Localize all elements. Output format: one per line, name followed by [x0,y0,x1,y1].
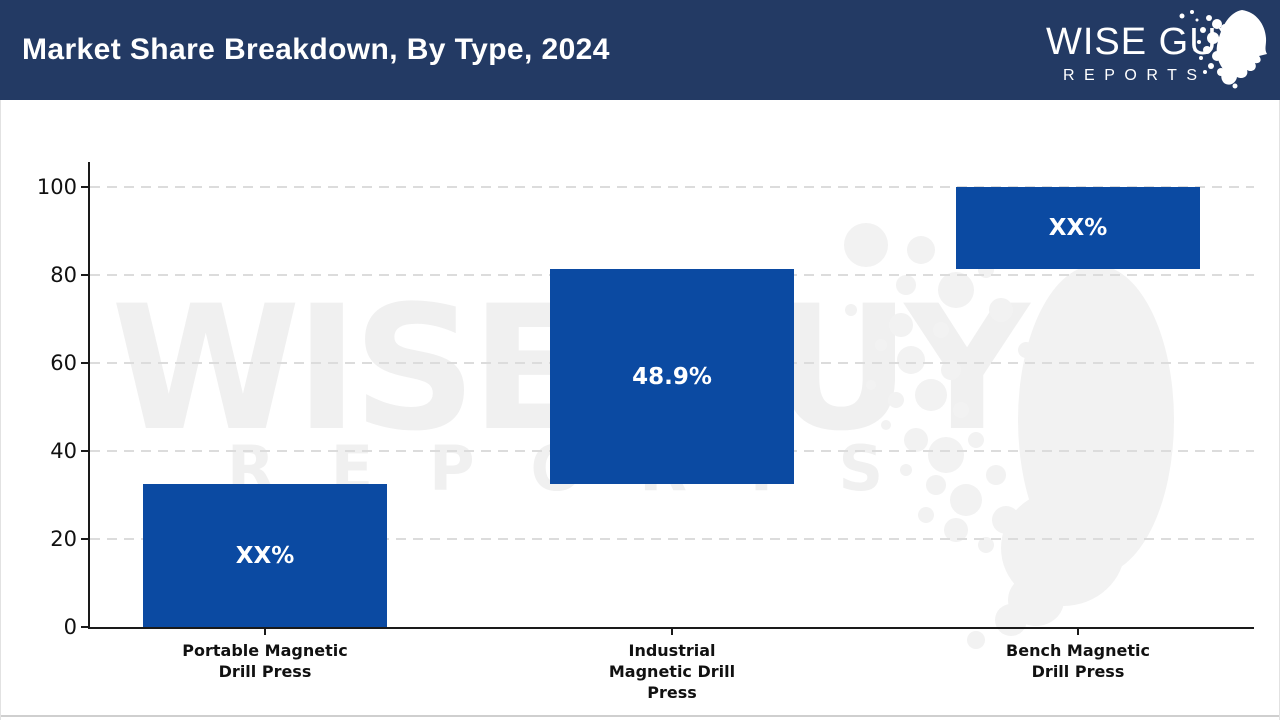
y-tick-label: 20 [50,527,77,551]
x-category-label-line: Drill Press [218,662,312,681]
x-category-label-line: Drill Press [1031,662,1125,681]
y-tick-label: 60 [50,351,77,375]
watermark-head-icon [844,223,1174,649]
x-category-label-line: Bench Magnetic [1006,641,1150,660]
bar-segment [143,484,387,627]
bar-value-label: XX% [235,542,295,569]
x-tick-mark [264,629,266,635]
y-tick-mark [81,362,88,364]
bar-segment [956,187,1200,270]
x-axis-line [88,627,1254,629]
x-tick-mark [1077,629,1079,635]
y-tick-label: 80 [50,263,77,287]
grid-line [90,186,1254,188]
waterfall-chart: WISE GUY REPORTS 020406080100XX%Portable… [1,100,1279,716]
y-tick-label: 40 [50,439,77,463]
plot-area: 0 20 40 60 80 100 XX% Portable Magnetic Drill Pr… [1,100,1279,716]
x-category-label-line: Portable Magnetic [182,641,348,660]
x-category-label-line: Magnetic Drill [608,662,736,681]
grid-line [90,538,1254,540]
x-tick-mark [671,629,673,635]
x-category-label-line: Industrial [628,641,716,660]
bottom-border [1,715,1279,717]
dotted-head-profile-icon [1179,10,1267,89]
page-title: Market Share Breakdown, By Type, 2024 [22,33,610,66]
y-tick-mark [81,274,88,276]
header-bar: Market Share Breakdown, By Type, 2024 WI… [0,0,1280,100]
x-category-label: Portable Magnetic Drill Press [95,640,435,682]
y-tick-mark [81,626,88,628]
bar-value-label: XX% [1048,215,1108,242]
wise-guy-reports-logo: WISE GUY REPORTS [1046,10,1267,89]
x-category-label: Bench Magnetic Drill Press [908,640,1248,682]
y-tick-mark [81,450,88,452]
x-category-label: Industrial Magnetic Drill Press [502,640,842,703]
bar-value-label: 48.9% [632,363,712,390]
logo-reports-text: REPORTS [1063,67,1207,84]
bar-segment [550,269,794,485]
y-tick-mark [81,538,88,540]
y-tick-label: 0 [63,615,77,639]
y-tick-label: 100 [36,175,77,199]
y-axis-line [88,161,90,629]
y-tick-mark [81,186,88,188]
x-category-label-line: Press [647,683,697,702]
